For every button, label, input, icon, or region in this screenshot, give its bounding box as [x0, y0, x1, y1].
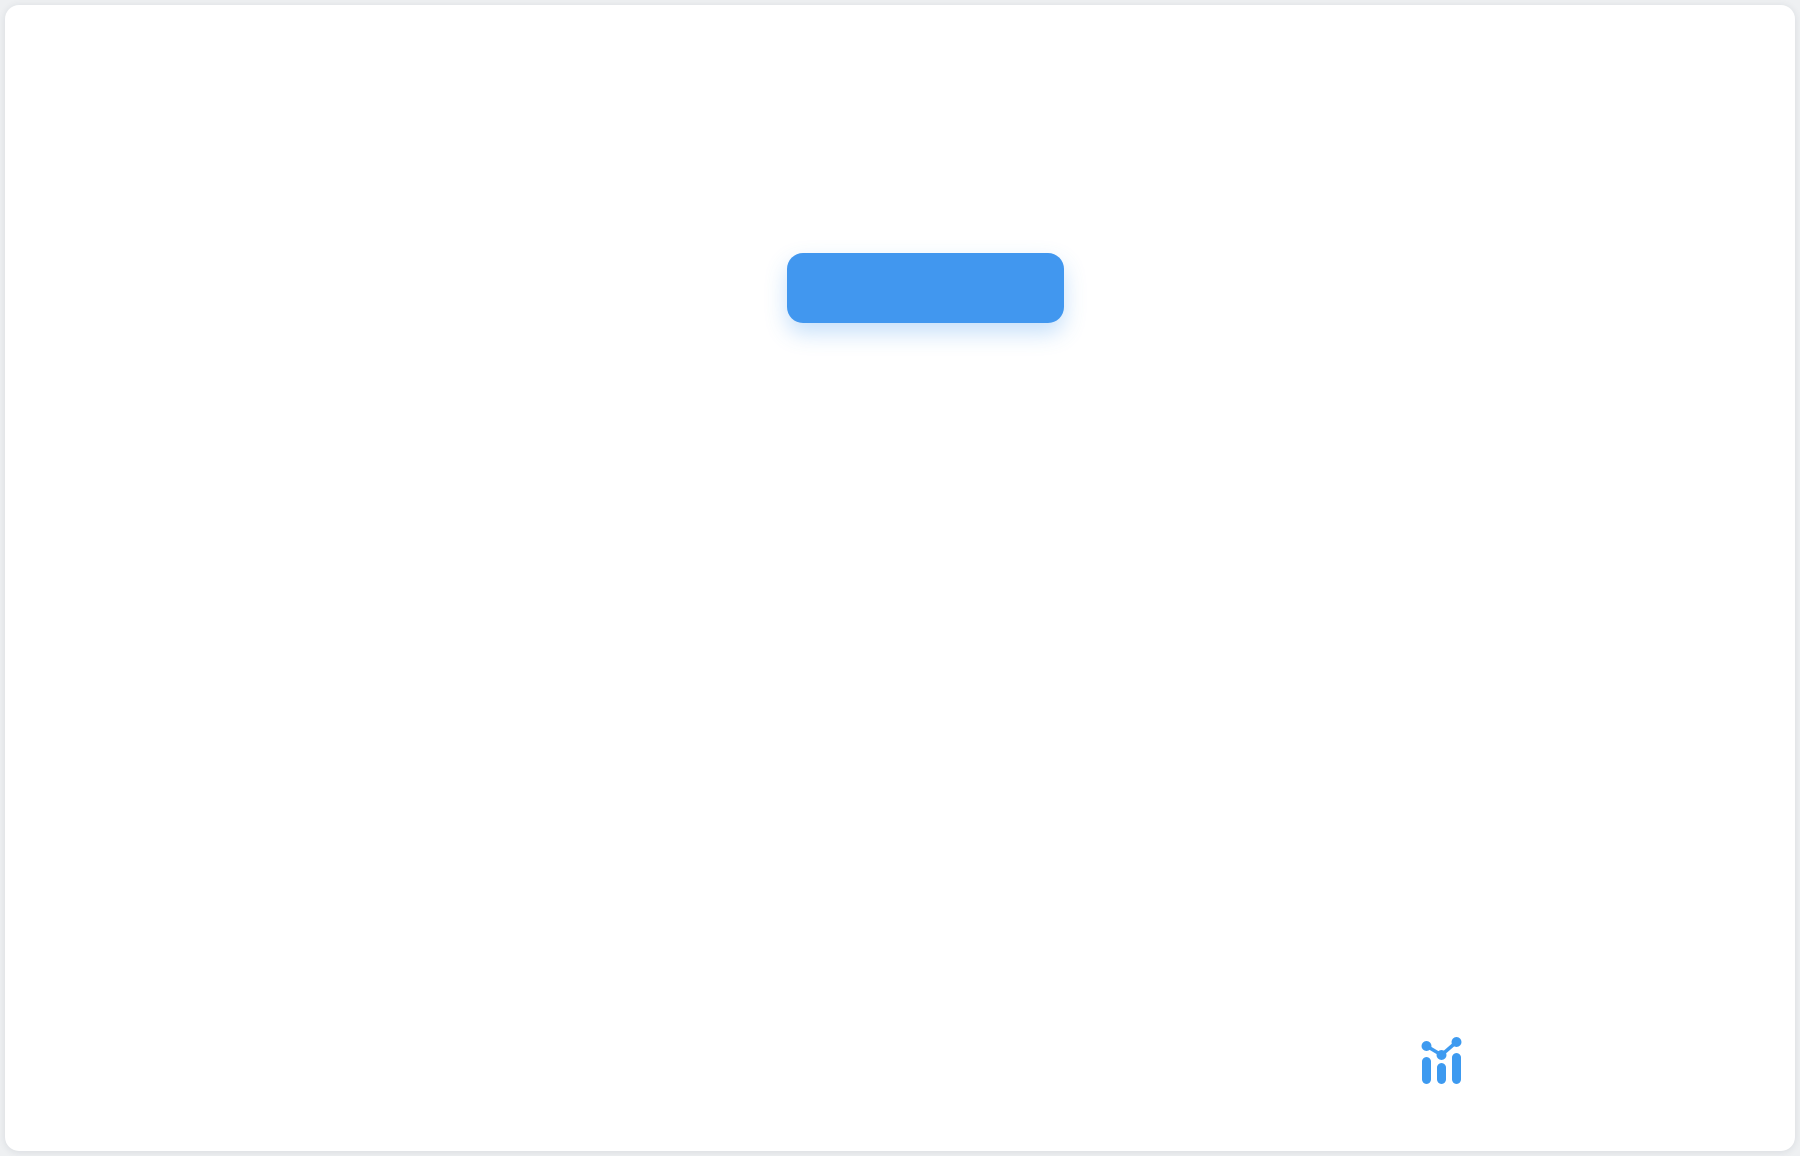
dimarket-logo: [1420, 1032, 1479, 1086]
bar-chart-with-trendline-icon: [1421, 1037, 1462, 1084]
cagr-badge: [787, 253, 1064, 323]
chart-card: [5, 5, 1795, 1151]
